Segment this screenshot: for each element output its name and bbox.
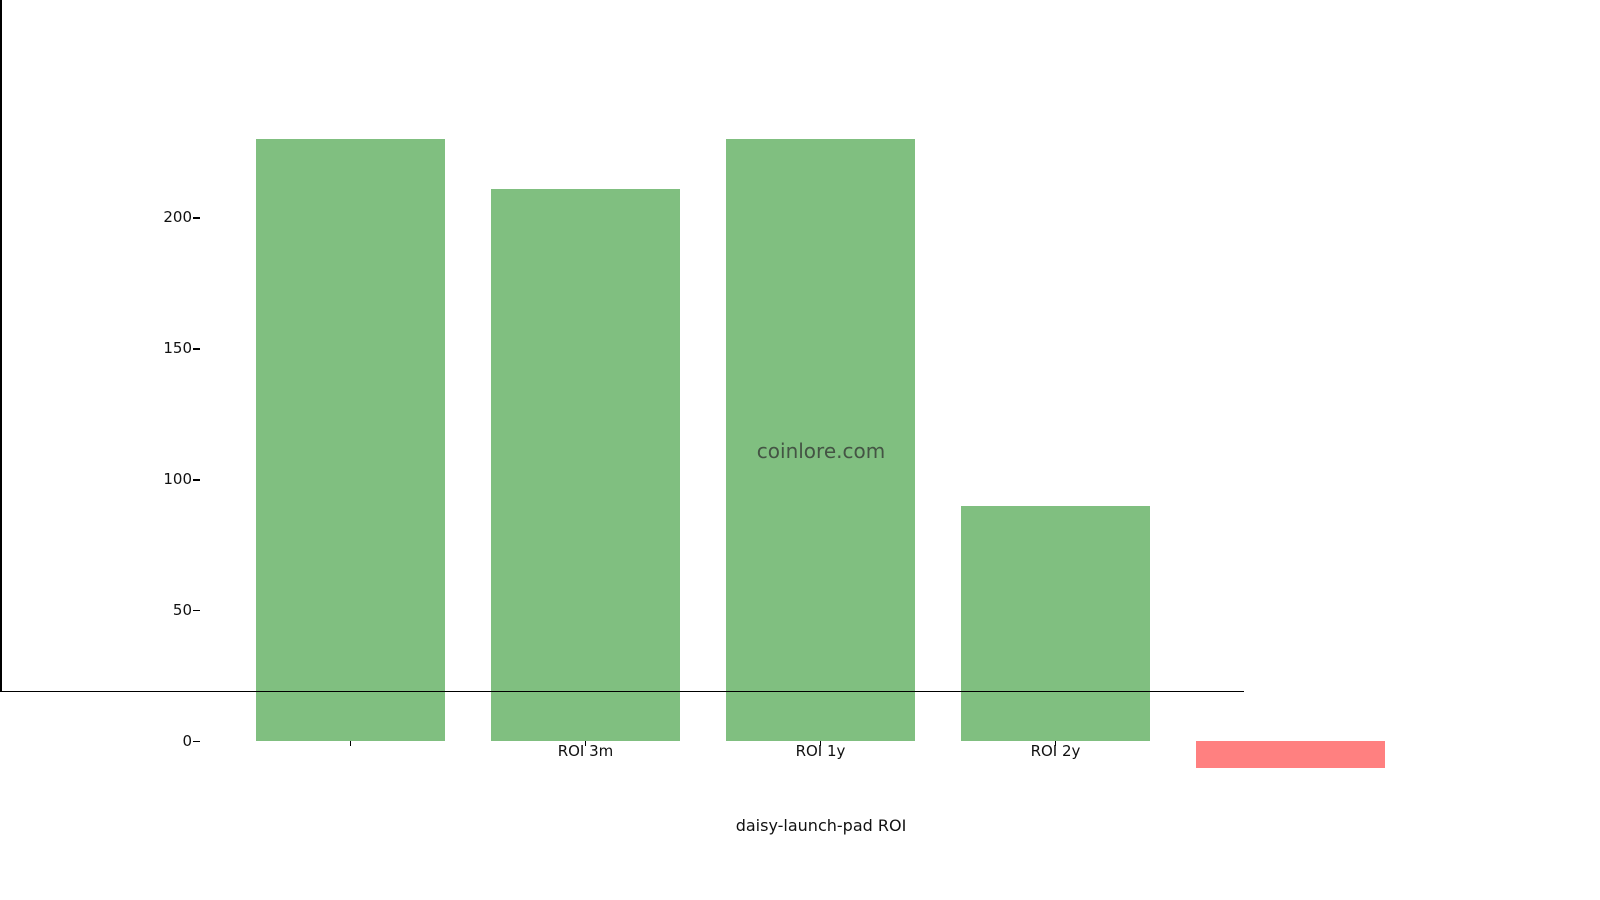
- y-tick-label: 50: [172, 601, 192, 620]
- y-tick-label: 0: [182, 731, 192, 750]
- bar-positive: [726, 139, 915, 742]
- y-tick-label: 150: [163, 339, 192, 358]
- x-tick-label: ROI 3m: [557, 742, 614, 761]
- y-tick-mark: [193, 479, 200, 481]
- y-tick-label: 200: [163, 208, 192, 227]
- x-tick-label: ROI 1y: [795, 742, 846, 761]
- y-tick-mark: [193, 217, 200, 219]
- y-axis-spine: [0, 0, 2, 691]
- x-tick-mark: [1054, 741, 1057, 747]
- bar-positive: [256, 139, 445, 742]
- x-axis-baseline: [0, 691, 1244, 693]
- x-tick-label: ROI 2y: [1030, 742, 1081, 761]
- y-tick-label: 100: [163, 470, 192, 489]
- axis-layer: [0, 0, 1244, 693]
- x-tick-mark: [819, 741, 822, 747]
- y-tick-mark: [193, 740, 200, 743]
- bar-positive: [491, 189, 680, 742]
- x-tick-mark: [349, 741, 352, 747]
- watermark-text: coinlore.com: [756, 439, 886, 463]
- y-tick-mark: [193, 348, 200, 350]
- bar-negative: [1196, 741, 1385, 768]
- x-tick-mark: [584, 741, 587, 747]
- y-tick-mark: [193, 610, 200, 612]
- chart-title: daisy-launch-pad ROI: [735, 816, 907, 835]
- bar-positive: [961, 505, 1150, 742]
